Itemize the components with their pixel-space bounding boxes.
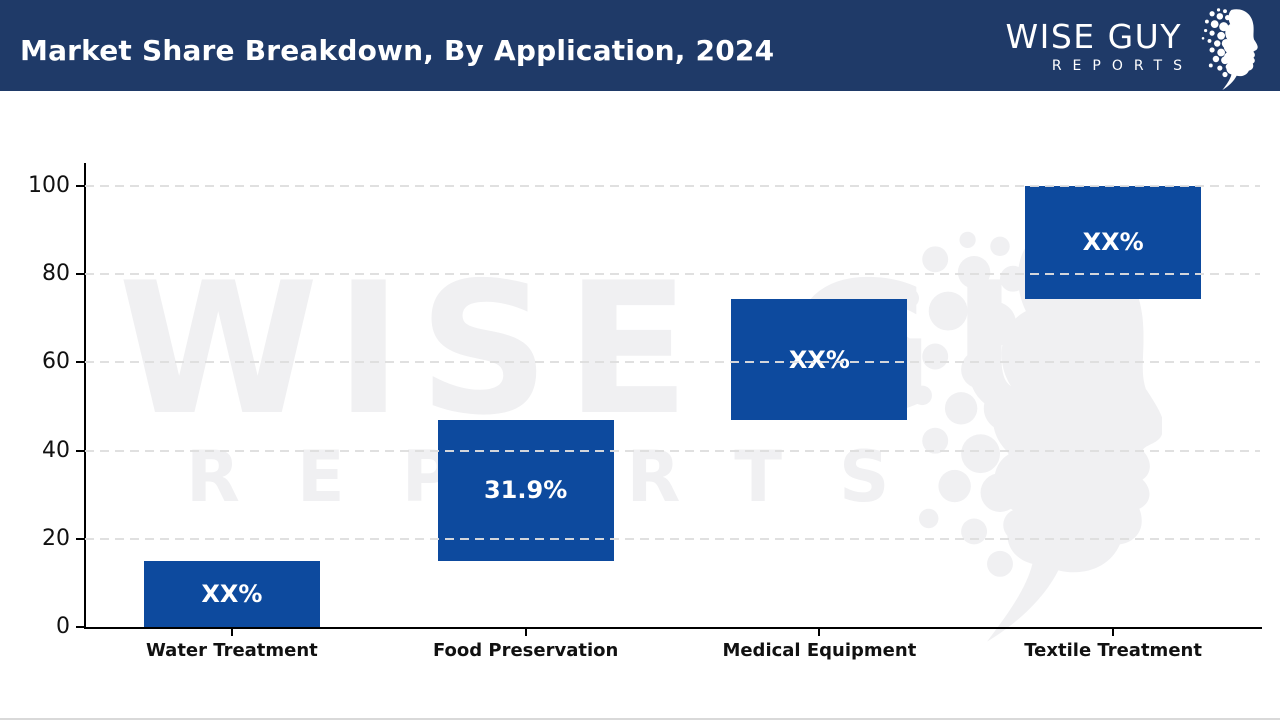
gridline-40 [85,449,1260,452]
y-tickmark-100 [76,185,84,187]
y-tick-label-40: 40 [42,437,70,463]
y-axis-line [84,163,86,629]
bar-value-label-food-preservation: 31.9% [483,476,568,505]
y-tick-label-100: 100 [28,173,70,198]
y-tick-label-0: 0 [56,614,70,639]
y-tickmark-60 [76,361,84,364]
bar-food-preservation: 31.9% [437,420,614,561]
y-tick-label-60: 60 [42,349,70,375]
gridline-60 [85,361,1260,364]
logo-text: WISE GUY REPORTS [1005,17,1182,73]
bar-water-treatment: XX% [143,560,320,627]
gridline-100 [85,185,1260,187]
y-tickmark-20 [76,537,84,540]
bar-textile-treatment: XX% [1025,186,1202,299]
page-title: Market Share Breakdown, By Application, … [20,34,775,67]
x-category-label-textile-treatment: Textile Treatment [1024,640,1202,661]
x-tickmark-water-treatment [230,629,233,636]
header-bar: Market Share Breakdown, By Application, … [0,0,1280,91]
bar-value-label-textile-treatment: XX% [1082,228,1144,257]
gridline-20 [85,537,1260,540]
y-tick-label-20: 20 [42,525,70,551]
logo-wordmark: WISE GUY [1005,17,1182,56]
bottom-border [0,718,1280,720]
x-category-label-water-treatment: Water Treatment [145,640,318,661]
bar-medical-equipment: XX% [731,298,908,421]
gridline-80 [85,273,1260,276]
x-category-label-food-preservation: Food Preservation [432,640,619,661]
y-tickmark-40 [76,449,84,452]
x-axis-line [84,627,1262,629]
bar-value-label-medical-equipment: XX% [788,345,850,374]
y-tick-label-80: 80 [42,261,70,287]
x-tickmark-medical-equipment [818,629,821,636]
x-category-label-medical-equipment: Medical Equipment [722,640,917,661]
logo-head-icon [1201,8,1258,90]
wise-guy-logo: WISE GUY REPORTS [1005,4,1266,90]
y-tickmark-80 [76,273,84,276]
x-tickmark-textile-treatment [1112,629,1115,636]
x-tickmark-food-preservation [524,629,527,636]
y-tickmark-0 [76,626,84,628]
bar-value-label-water-treatment: XX% [201,579,263,608]
logo-subtitle: REPORTS [1051,57,1193,74]
